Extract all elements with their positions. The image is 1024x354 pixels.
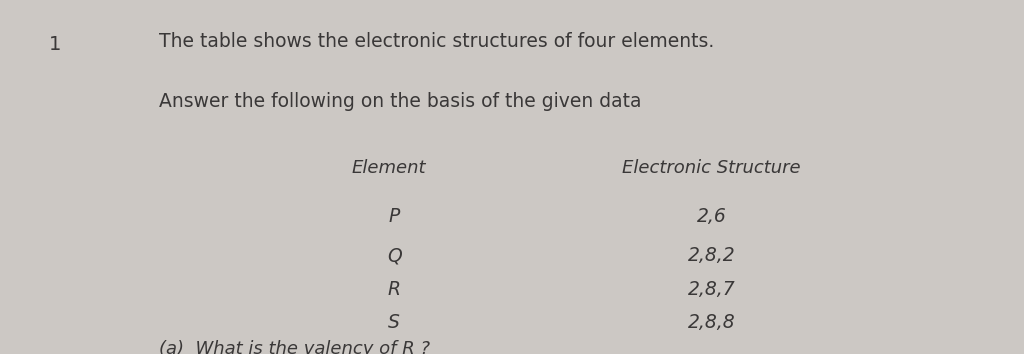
Text: S: S xyxy=(388,313,400,332)
Text: 1: 1 xyxy=(49,35,61,55)
Text: P: P xyxy=(389,207,399,226)
Text: 2,6: 2,6 xyxy=(696,207,727,226)
Text: 2,8,8: 2,8,8 xyxy=(688,313,735,332)
Text: (a)  What is the valency of R ?: (a) What is the valency of R ? xyxy=(159,340,430,354)
Text: Element: Element xyxy=(352,159,426,177)
Text: The table shows the electronic structures of four elements.: The table shows the electronic structure… xyxy=(159,32,714,51)
Text: R: R xyxy=(388,280,400,299)
Text: Q: Q xyxy=(387,246,401,265)
Text: Electronic Structure: Electronic Structure xyxy=(623,159,801,177)
Text: 2,8,2: 2,8,2 xyxy=(688,246,735,265)
Text: Answer the following on the basis of the given data: Answer the following on the basis of the… xyxy=(159,92,641,111)
Text: 2,8,7: 2,8,7 xyxy=(688,280,735,299)
